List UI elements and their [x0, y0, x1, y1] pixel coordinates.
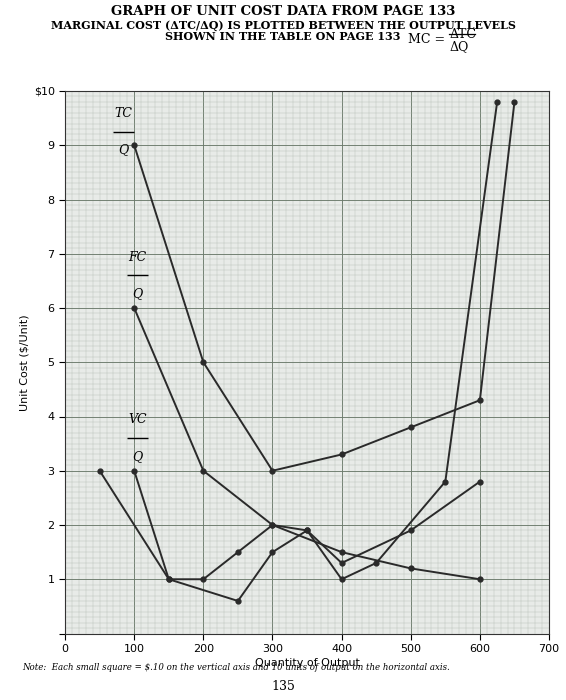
Y-axis label: Unit Cost ($/Unit): Unit Cost ($/Unit)	[19, 314, 29, 411]
Text: ΔTC: ΔTC	[450, 28, 477, 41]
Text: Q: Q	[132, 288, 143, 300]
Text: VC: VC	[128, 413, 147, 426]
Text: FC: FC	[128, 251, 147, 263]
X-axis label: Quantity of Output: Quantity of Output	[255, 658, 359, 668]
Text: Q: Q	[132, 450, 143, 463]
Text: TC: TC	[115, 107, 133, 120]
Text: MARGINAL COST (ΔTC/ΔQ) IS PLOTTED BETWEEN THE OUTPUT LEVELS: MARGINAL COST (ΔTC/ΔQ) IS PLOTTED BETWEE…	[50, 20, 516, 31]
Text: SHOWN IN THE TABLE ON PAGE 133: SHOWN IN THE TABLE ON PAGE 133	[165, 32, 401, 43]
Text: 135: 135	[271, 680, 295, 693]
Text: GRAPH OF UNIT COST DATA FROM PAGE 133: GRAPH OF UNIT COST DATA FROM PAGE 133	[111, 5, 455, 18]
Text: MC =: MC =	[408, 33, 449, 46]
Text: Note:  Each small square = $.10 on the vertical axis and 10 units of output on t: Note: Each small square = $.10 on the ve…	[23, 663, 451, 672]
Text: ΔQ: ΔQ	[450, 40, 469, 53]
Text: Q: Q	[119, 144, 129, 157]
